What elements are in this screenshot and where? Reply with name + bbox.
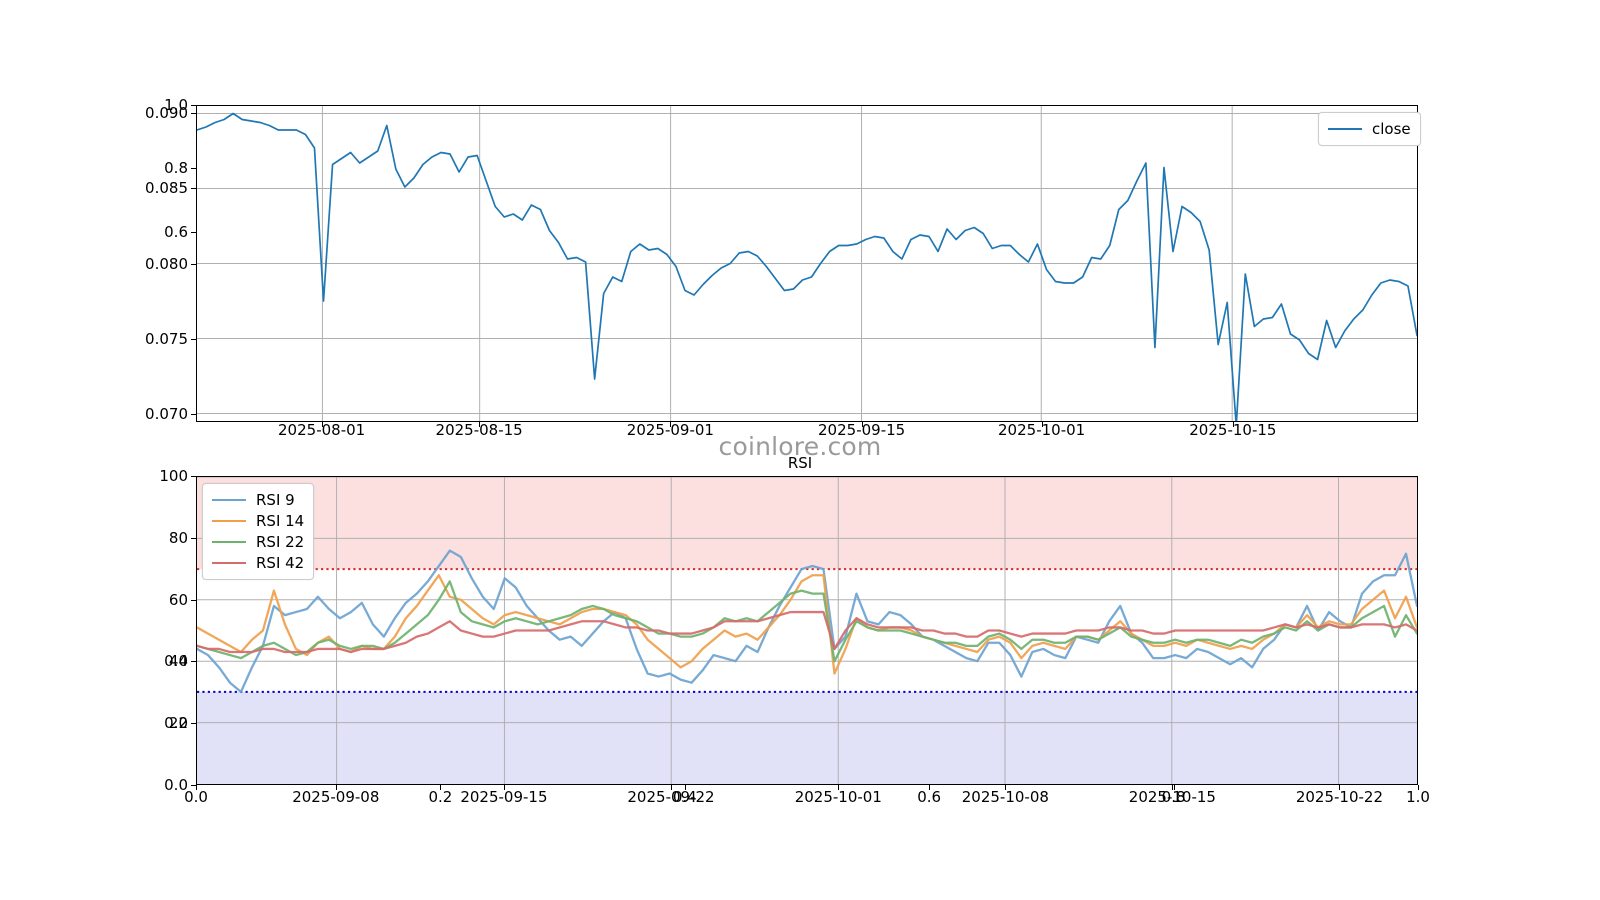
- price-overlay-ytick-0.8: 0.8: [164, 159, 188, 178]
- axis-tick: [861, 422, 863, 427]
- price-xtick-2025-09-01: 2025-09-01: [626, 421, 714, 439]
- price-chart-panel: [196, 105, 1418, 422]
- price-ytick-0.070: 0.070: [145, 405, 188, 424]
- rsi-xtick-2025-09-08: 2025-09-08: [292, 788, 380, 806]
- legend-item-rsi22[interactable]: RSI 22: [212, 531, 304, 552]
- rsi-xtick-2025-10-01: 2025-10-01: [794, 788, 882, 806]
- legend-label-rsi42: RSI 42: [256, 553, 305, 572]
- rsi-overlay-xtick-0.4: 0.4: [672, 788, 697, 806]
- rsi-xtick-2025-10-15: 2025-10-15: [1128, 788, 1216, 806]
- overbought-band: [197, 477, 1417, 570]
- rsi-legend: RSI 9 RSI 14 RSI 22 RSI 42: [202, 483, 315, 580]
- axis-tick: [1041, 422, 1043, 427]
- rsi-line-rsi42: [197, 610, 1417, 654]
- axis-tick: [684, 785, 686, 790]
- rsi-line-rsi22: [197, 580, 1417, 663]
- axis-tick: [1232, 422, 1234, 427]
- axis-tick: [1418, 785, 1419, 790]
- axis-tick: [191, 599, 196, 601]
- legend-item-rsi9[interactable]: RSI 9: [212, 489, 304, 510]
- price-xtick-2025-10-01: 2025-10-01: [998, 421, 1086, 439]
- legend-label-rsi9: RSI 9: [256, 490, 295, 509]
- legend-label-rsi14: RSI 14: [256, 511, 305, 530]
- axis-tick: [191, 537, 196, 539]
- price-xtick-2025-08-15: 2025-08-15: [435, 421, 523, 439]
- rsi-xtick-2025-10-08: 2025-10-08: [961, 788, 1049, 806]
- legend-swatch-rsi9: [212, 498, 246, 501]
- axis-tick: [479, 422, 481, 427]
- axis-tick: [321, 422, 323, 427]
- axis-tick: [503, 785, 505, 790]
- rsi-line-rsi9: [197, 549, 1417, 694]
- rsi-chart-title: RSI: [787, 454, 813, 472]
- rsi-overlay-ytick-0.0: 0.0: [164, 776, 188, 794]
- axis-tick: [929, 785, 931, 790]
- legend-swatch-close: [1328, 127, 1362, 130]
- axis-tick: [196, 785, 197, 790]
- watermark-coinlore: coinlore.com: [718, 432, 882, 461]
- axis-tick: [191, 231, 196, 233]
- axis-tick: [191, 785, 196, 786]
- axis-tick: [191, 476, 196, 477]
- legend-swatch-rsi14: [212, 519, 246, 522]
- rsi-line-rsi14: [197, 574, 1417, 675]
- axis-tick: [1173, 785, 1175, 790]
- price-line-close: [197, 112, 1417, 421]
- rsi-overlay-ytick-0.2: 0.2: [164, 714, 188, 733]
- price-overlay-ytick-1.0: 1.0: [164, 96, 188, 114]
- rsi-overlay-xtick-0.2: 0.2: [428, 788, 453, 806]
- rsi-overlay-xtick-0.6: 0.6: [917, 788, 942, 806]
- price-ytick-0.085: 0.085: [145, 179, 188, 198]
- legend-swatch-rsi42: [212, 561, 246, 564]
- rsi-overlay-xtick-0.8: 0.8: [1161, 788, 1186, 806]
- price-xtick-2025-09-15: 2025-09-15: [818, 421, 906, 439]
- rsi-xtick-2025-10-22: 2025-10-22: [1295, 788, 1384, 806]
- axis-tick: [191, 168, 196, 170]
- price-ytick-0.090: 0.090: [145, 103, 188, 122]
- price-ytick-0.080: 0.080: [145, 254, 188, 273]
- legend-label-rsi22: RSI 22: [256, 532, 305, 551]
- legend-swatch-rsi22: [212, 540, 246, 543]
- legend-item-rsi14[interactable]: RSI 14: [212, 510, 304, 531]
- rsi-overlay-xtick-1.0: 1.0: [1406, 788, 1430, 806]
- axis-tick: [191, 723, 196, 725]
- axis-tick: [1339, 785, 1341, 790]
- legend-item-rsi42[interactable]: RSI 42: [212, 552, 304, 573]
- rsi-xtick-2025-09-15: 2025-09-15: [460, 788, 548, 806]
- rsi-overlay-ytick-0.4: 0.4: [164, 652, 188, 671]
- axis-tick: [670, 422, 672, 427]
- price-xtick-2025-08-01: 2025-08-01: [278, 421, 366, 439]
- axis-tick: [191, 105, 196, 106]
- axis-tick: [440, 785, 442, 790]
- rsi-chart-panel: [196, 476, 1418, 785]
- rsi-ytick-40: 40: [168, 652, 188, 671]
- price-plot-area: [197, 106, 1417, 421]
- axis-tick: [191, 661, 196, 663]
- rsi-ytick-60: 60: [168, 590, 188, 609]
- axis-tick: [191, 263, 196, 265]
- axis-tick: [1005, 785, 1007, 790]
- axis-tick: [191, 188, 196, 190]
- price-ytick-0.075: 0.075: [145, 329, 188, 348]
- axis-tick: [191, 112, 196, 114]
- price-legend: close: [1318, 112, 1421, 146]
- rsi-xtick-2025-09-22: 2025-09-22: [627, 788, 715, 806]
- rsi-plot-area: [197, 477, 1417, 784]
- rsi-ytick-100: 100: [159, 467, 188, 485]
- price-xtick-2025-10-15: 2025-10-15: [1189, 421, 1277, 439]
- oversold-band: [197, 691, 1417, 784]
- legend-item-close[interactable]: close: [1328, 118, 1411, 139]
- axis-tick: [191, 338, 196, 340]
- axis-tick: [191, 414, 196, 416]
- axis-tick: [670, 785, 672, 790]
- rsi-ytick-80: 80: [168, 528, 188, 547]
- rsi-overlay-xtick-0.0: 0.0: [184, 788, 208, 806]
- price-overlay-ytick-0.6: 0.6: [164, 222, 188, 241]
- rsi-ytick-20: 20: [168, 714, 188, 733]
- axis-tick: [838, 785, 840, 790]
- legend-label-close: close: [1372, 119, 1411, 138]
- axis-tick: [1172, 785, 1174, 790]
- axis-tick: [335, 785, 337, 790]
